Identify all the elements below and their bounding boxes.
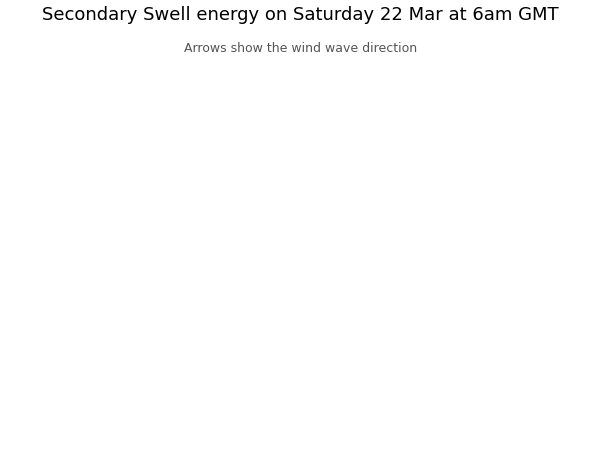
Text: Secondary Swell energy on Saturday 22 Mar at 6am GMT: Secondary Swell energy on Saturday 22 Ma… xyxy=(42,6,559,24)
Text: cartopy required: cartopy required xyxy=(243,253,358,268)
Text: Arrows show the wind wave direction: Arrows show the wind wave direction xyxy=(184,42,417,55)
